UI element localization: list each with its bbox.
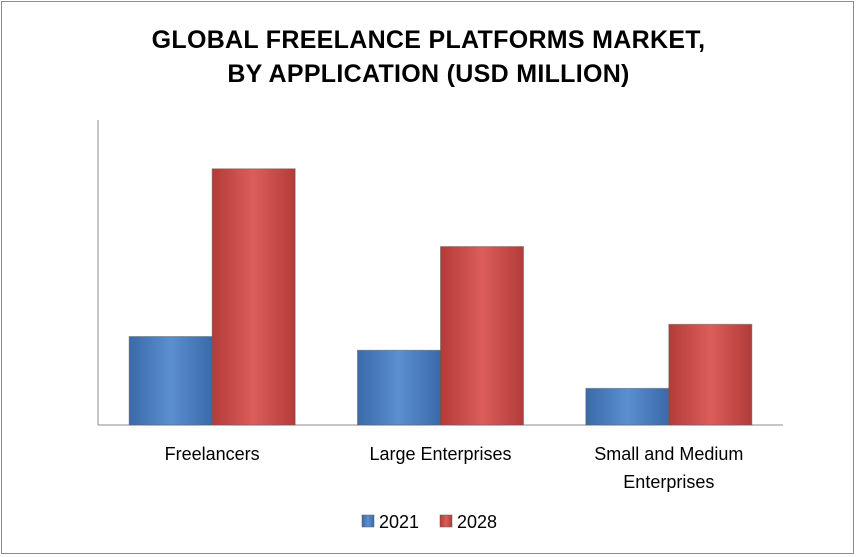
bar-2021-2	[357, 349, 441, 426]
x-tick-label: Large Enterprises	[369, 444, 511, 464]
x-tick-label: Small and Medium	[594, 444, 743, 464]
bar-2021-3	[585, 387, 670, 426]
bar-2028-2	[440, 246, 524, 426]
bar-2028-3	[668, 323, 753, 426]
legend-label-2028: 2028	[457, 512, 497, 532]
x-tick-label: Freelancers	[165, 444, 260, 464]
chart-title-line-2: BY APPLICATION (USD MILLION)	[227, 60, 630, 88]
x-tick-label: Enterprises	[623, 472, 714, 492]
legend-swatch-2028	[439, 514, 453, 528]
legend-swatch-2021	[361, 514, 375, 528]
bar-2028-1	[211, 168, 296, 426]
chart-title-line-1: GLOBAL FREELANCE PLATFORMS MARKET,	[151, 26, 706, 54]
legend-label-2021: 2021	[379, 512, 419, 532]
bar-2021-1	[128, 336, 213, 426]
